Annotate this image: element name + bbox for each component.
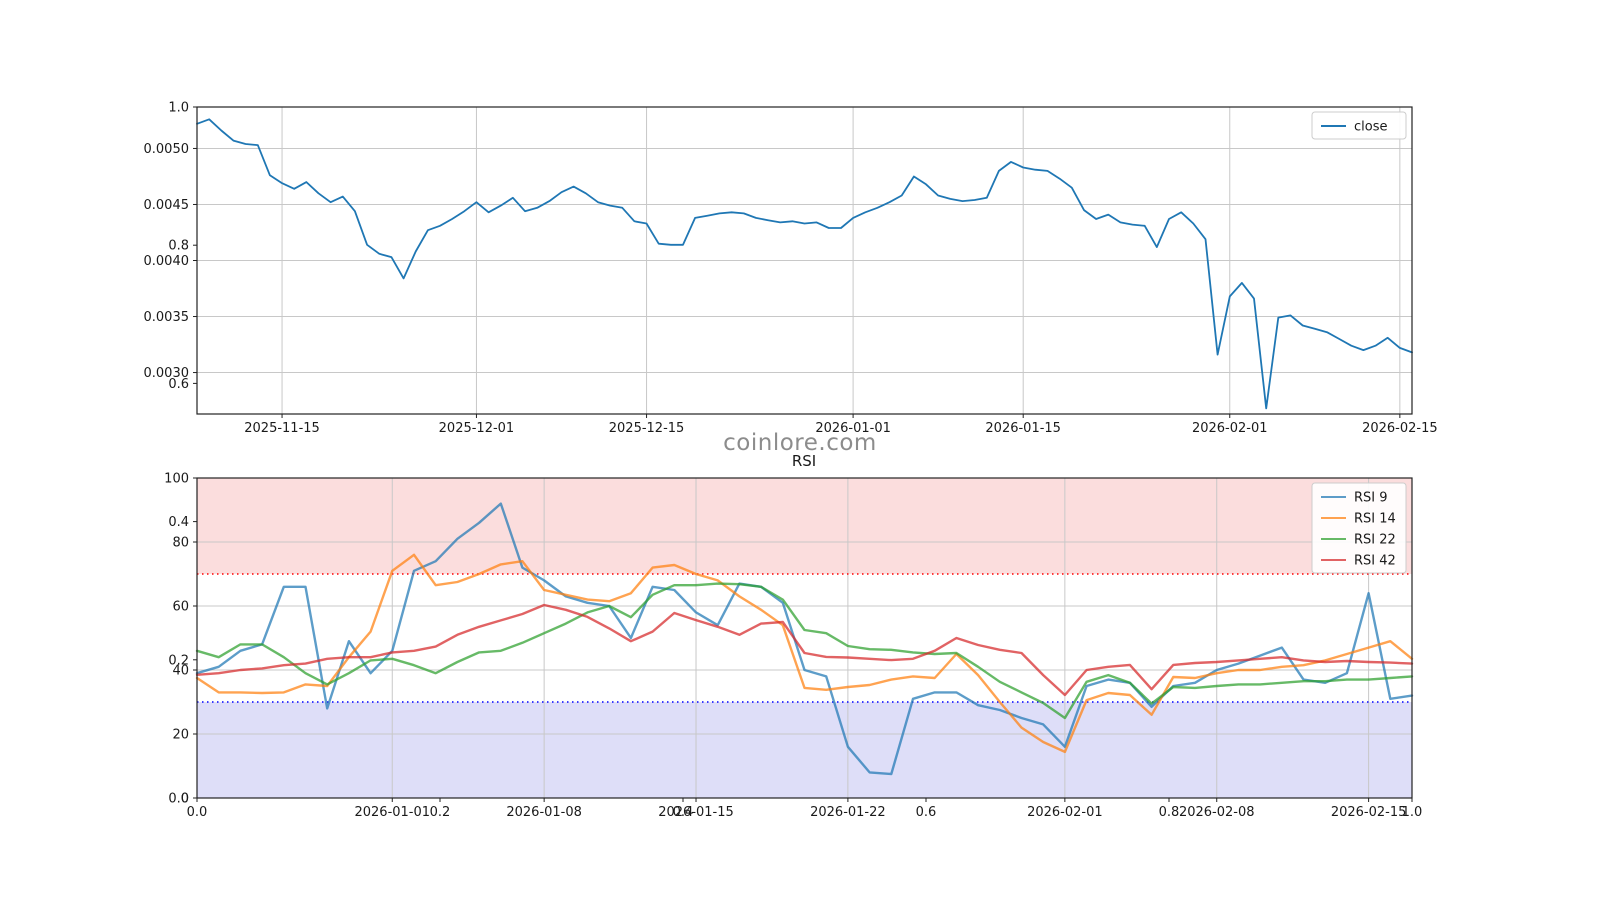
- overlay-axis: 1.0 0.8 0.6 0.4 0.2 0.00.0 0.2 0.4 0.6 0.8 1.0: [168, 101, 1422, 821]
- price-x-tick-label: 2026-01-01: [815, 421, 891, 436]
- price-y-tick-label: 0.0050: [144, 142, 190, 157]
- price-y-tick-label: 0.0045: [144, 198, 190, 213]
- legend-label: RSI 14: [1354, 512, 1396, 527]
- overlay-x-tick-label: 0.6: [916, 805, 937, 820]
- price-chart: 0.0050 0.0045 0.0040 0.0035 0.0030 2025-11-15…: [144, 106, 1438, 436]
- rsi-y-tick-label: 100: [164, 472, 189, 487]
- rsi-series-rsi-22: [195, 582, 1414, 720]
- overlay-y-tick-label: 1.0: [168, 101, 189, 116]
- overlay-y-tick-label: 0.4: [168, 515, 189, 530]
- price-x-tick-label: 2025-12-15: [609, 421, 685, 436]
- rsi-x-tick-label: 2026-01-15: [658, 805, 734, 820]
- rsi-chart-title: RSI: [791, 452, 817, 470]
- legend-label: RSI 22: [1354, 533, 1396, 548]
- rsi-y-tick-label: 40: [172, 664, 189, 679]
- price-series-close: [196, 118, 1413, 410]
- rsi-y-tick-label: 20: [172, 728, 189, 743]
- overlay-y-tick-label: 0.2: [168, 653, 189, 668]
- legend-label: RSI 9: [1354, 491, 1388, 506]
- price-y-tick-label: 0.0035: [144, 310, 190, 325]
- overlay-x-tick-label: 0.8: [1159, 805, 1180, 820]
- rsi-legend: RSI 9 RSI 14 RSI 22 RSI 42: [1311, 482, 1407, 574]
- legend-box: [1311, 482, 1407, 574]
- rsi-spines: [196, 477, 1413, 799]
- rsi-band: [197, 702, 1412, 798]
- rsi-series-rsi-14: [195, 553, 1414, 754]
- price-x-tick-label: 2025-11-15: [244, 421, 320, 436]
- legend-label: RSI 42: [1354, 554, 1396, 569]
- price-x-tick-label: 2026-02-01: [1192, 421, 1268, 436]
- rsi-x-tick-label: 2026-01-08: [506, 805, 582, 820]
- rsi-series-rsi-42: [195, 603, 1414, 697]
- overlay-y-tick-label: 0.0: [168, 792, 189, 807]
- price-legend: close: [1311, 111, 1407, 140]
- overlay-y-tick-label: 0.6: [168, 377, 189, 392]
- price-y-tick-label: 0.0030: [144, 366, 190, 381]
- price-y-tick-label: 0.0040: [144, 254, 190, 269]
- legend-label: close: [1354, 120, 1387, 135]
- rsi-y-tick-label: 80: [172, 536, 189, 551]
- rsi-x-tick-label: 2026-01-01: [354, 805, 430, 820]
- rsi-chart: 100 80 60 40 20 0 2026-01-01 2026-01-08 2026-01-…: [164, 472, 1414, 820]
- rsi-x-tick-label: 2026-02-01: [1027, 805, 1103, 820]
- rsi-x-tick-label: 2026-02-15: [1331, 805, 1407, 820]
- price-x-tick-label: 2026-02-15: [1362, 421, 1438, 436]
- overlay-x-tick-label: 0.4: [673, 805, 694, 820]
- overlay-x-tick-label: 1.0: [1402, 805, 1423, 820]
- rsi-x-tick-label: 2026-01-22: [810, 805, 886, 820]
- overlay-x-tick-label: 0.2: [430, 805, 451, 820]
- rsi-y-tick-label: 60: [172, 600, 189, 615]
- overlay-y-tick-label: 0.8: [168, 239, 189, 254]
- legend-box: [1311, 111, 1407, 140]
- price-x-tick-label: 2026-01-15: [985, 421, 1061, 436]
- rsi-y-tick-label: 0: [181, 792, 189, 807]
- rsi-band: [197, 478, 1412, 574]
- rsi-x-tick-label: 2026-02-08: [1179, 805, 1255, 820]
- price-x-tick-label: 2025-12-01: [439, 421, 515, 436]
- overlay-x-tick-label: 0.0: [187, 805, 208, 820]
